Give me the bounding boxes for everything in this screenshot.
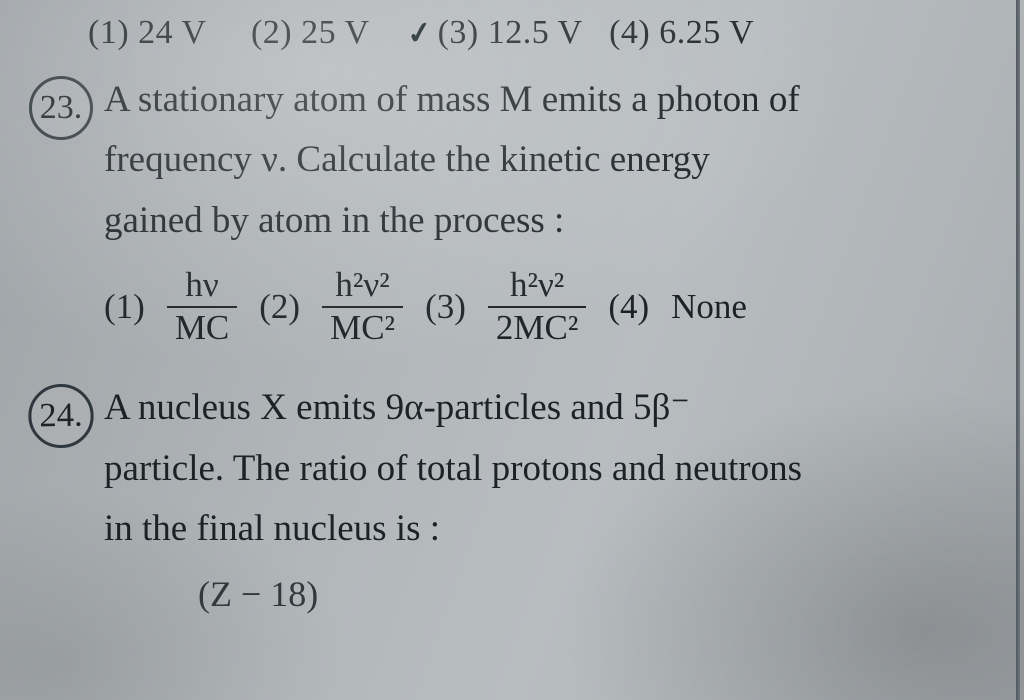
q23-opt2-label: (2)	[259, 287, 300, 327]
q24-line2: particle. The ratio of total protons and…	[104, 448, 802, 489]
q24-line1: A nucleus X emits 9α-particles and 5β⁻	[104, 387, 690, 428]
previous-question-options: (1) 24 V (2) 25 V ✓ (3) 12.5 V (4) 6.25 …	[18, 10, 1006, 70]
cutoff-fragments: (Z − 18)	[18, 559, 1006, 615]
q24-line3: in the final nucleus is :	[104, 508, 440, 549]
question-number-23: 23.	[29, 76, 93, 140]
q23-opt1-label: (1)	[104, 287, 145, 327]
question-24: 24. A nucleus X emits 9α-particles and 5…	[18, 378, 1006, 559]
q23-line1: A stationary atom of mass M emits a phot…	[104, 79, 800, 120]
q23-opt2-fraction: h²ν² MC²	[322, 267, 403, 347]
question-23-text: A stationary atom of mass M emits a phot…	[104, 70, 1006, 251]
prev-opt-2: (2) 25 V	[251, 14, 378, 51]
q23-opt4-label: (4)	[608, 287, 649, 327]
prev-opt-3: (3) 12.5 V	[438, 14, 591, 51]
q23-line3: gained by atom in the process :	[104, 200, 564, 241]
q23-line2: frequency ν. Calculate the kinetic energ…	[104, 139, 710, 180]
check-mark-icon: ✓	[405, 14, 435, 52]
question-24-text: A nucleus X emits 9α-particles and 5β⁻ p…	[104, 378, 1006, 559]
prev-opt-1: (1) 24 V	[88, 14, 215, 51]
q23-opt3-fraction: h²ν² 2MC²	[488, 267, 586, 347]
q23-opt1-fraction: hν MC	[167, 267, 237, 347]
cutoff-right: (Z − 18)	[198, 573, 318, 615]
q23-opt3-label: (3)	[425, 287, 466, 327]
page-right-edge	[1016, 0, 1018, 700]
prev-opt-4: (4) 6.25 V	[609, 14, 754, 51]
question-number-24: 24.	[28, 384, 94, 449]
question-23-options: (1) hν MC (2) h²ν² MC² (3) h²ν² 2MC² (4)…	[104, 251, 1006, 369]
q23-opt4-text: None	[671, 287, 747, 327]
question-23: 23. A stationary atom of mass M emits a …	[18, 70, 1006, 368]
